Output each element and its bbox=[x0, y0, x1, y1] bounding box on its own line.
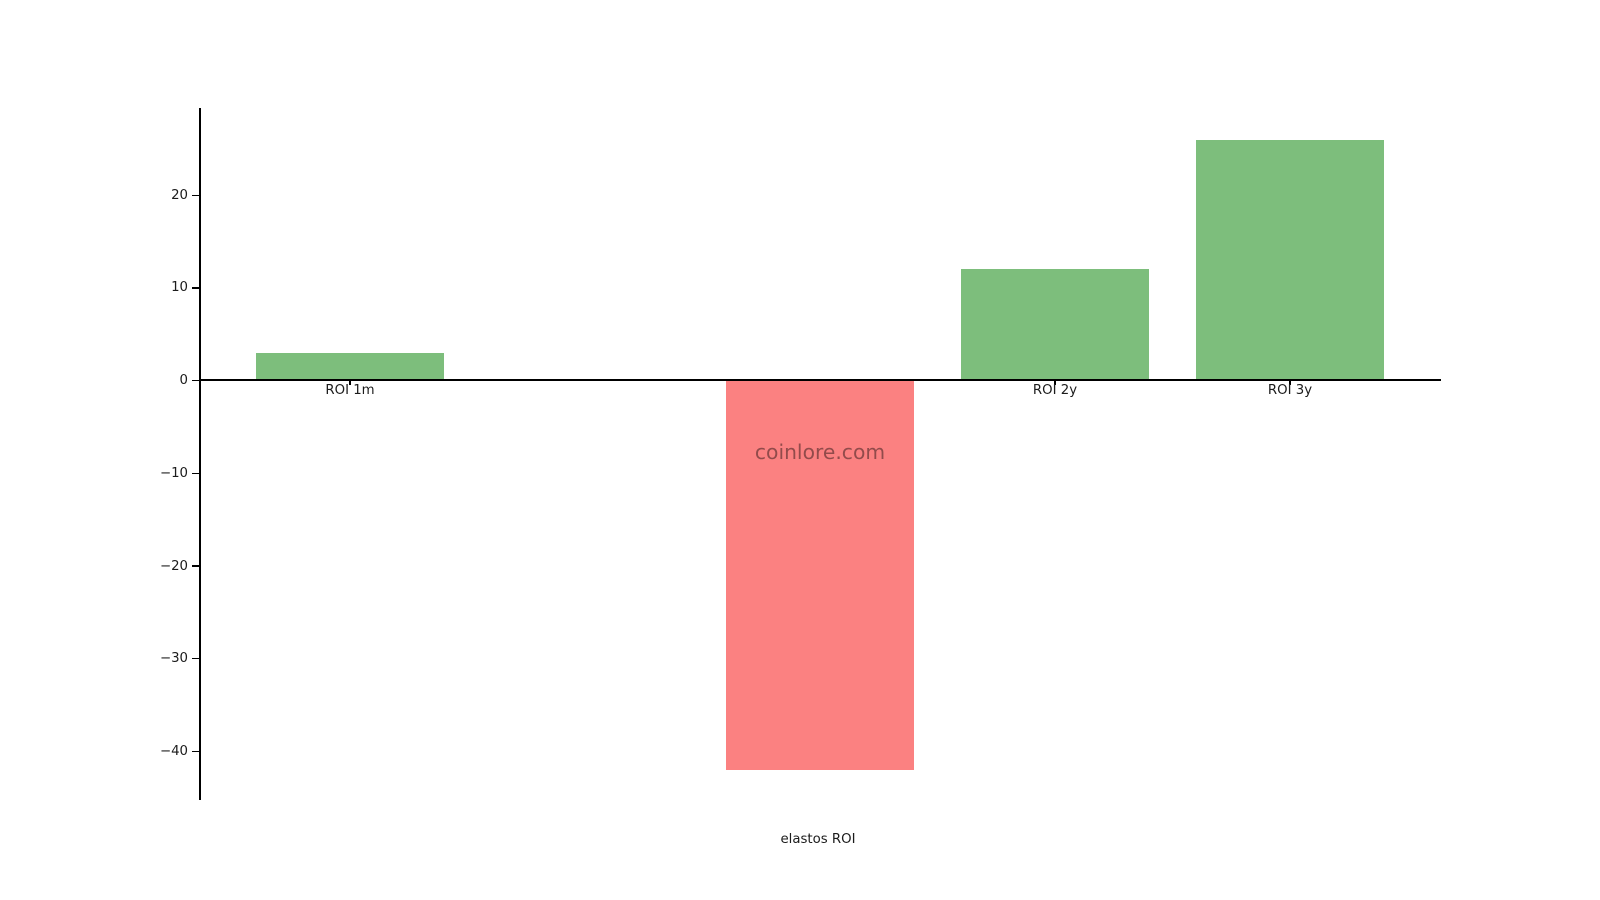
y-tick-label: 0 bbox=[179, 373, 188, 389]
x-axis-line bbox=[199, 379, 1442, 381]
y-tick-mark bbox=[192, 379, 200, 382]
y-tick-label: −30 bbox=[159, 651, 188, 667]
y-tick-mark bbox=[192, 472, 200, 474]
y-tick-mark bbox=[192, 658, 200, 660]
bar-roi-2y bbox=[961, 269, 1149, 381]
x-tick-mark bbox=[1289, 380, 1291, 385]
watermark-text: coinlore.com bbox=[754, 440, 886, 464]
x-tick-label: ROI 1m bbox=[325, 382, 375, 398]
x-tick-mark bbox=[349, 380, 351, 385]
y-axis-spine bbox=[199, 108, 201, 800]
x-tick-label: ROI 2y bbox=[1032, 382, 1078, 398]
y-tick-mark bbox=[192, 750, 200, 753]
y-tick-mark bbox=[192, 194, 200, 196]
y-tick-mark bbox=[192, 287, 200, 289]
bar-roi-3y bbox=[1196, 139, 1384, 381]
y-tick-label: 20 bbox=[171, 187, 188, 203]
x-tick-mark bbox=[1054, 380, 1056, 385]
x-axis-title: elastos ROI bbox=[780, 832, 856, 847]
y-tick-label: 10 bbox=[171, 280, 188, 296]
y-tick-label: −10 bbox=[159, 465, 188, 481]
bar-slot-2 bbox=[726, 380, 914, 770]
bar-roi-1m bbox=[256, 352, 444, 381]
x-tick-label: ROI 3y bbox=[1267, 382, 1313, 398]
y-tick-mark bbox=[192, 565, 200, 567]
y-tick-label: −20 bbox=[159, 558, 188, 574]
y-tick-label: −40 bbox=[159, 743, 188, 759]
